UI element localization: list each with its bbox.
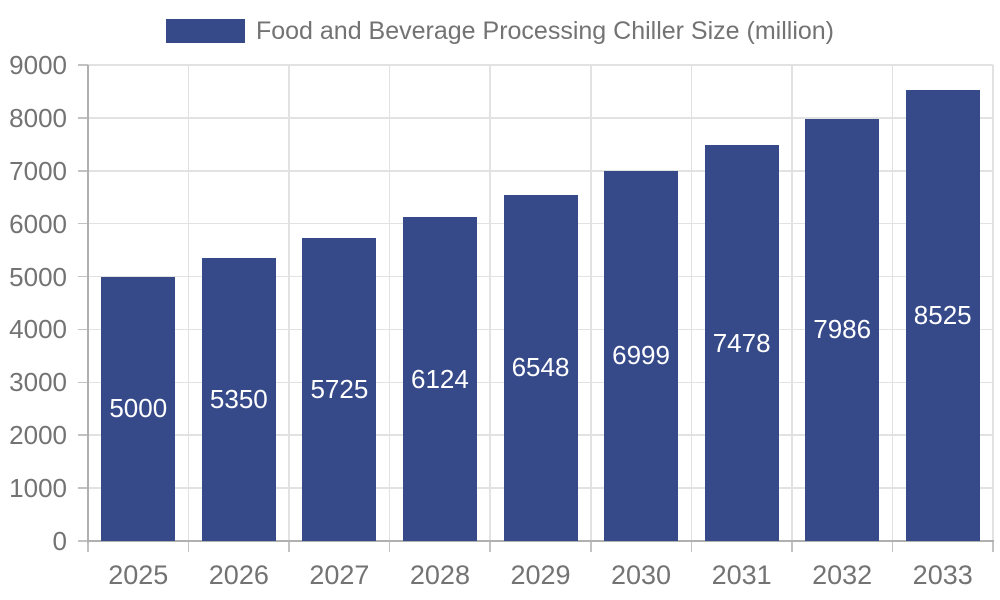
x-axis-tick (590, 542, 592, 552)
bar-value-label: 8525 (913, 300, 972, 331)
bar-value-label: 7986 (813, 314, 872, 345)
y-axis-tick-label: 5000 (9, 261, 67, 292)
x-axis-tick (187, 542, 190, 552)
y-axis-tick (78, 117, 88, 119)
bar: 5725 (302, 238, 377, 541)
x-gridline (791, 65, 793, 541)
x-axis-tick (992, 542, 994, 552)
y-axis-tick-label: 4000 (9, 314, 67, 345)
y-axis-tick (78, 540, 88, 542)
y-axis-tick-label: 7000 (9, 155, 67, 186)
legend-label: Food and Beverage Processing Chiller Siz… (255, 16, 835, 45)
bar: 6548 (503, 194, 578, 541)
x-gridline (288, 65, 290, 541)
bar-value-label: 5000 (109, 393, 168, 424)
y-axis-tick (78, 487, 88, 489)
x-axis-tick (388, 542, 391, 552)
y-axis-tick (78, 64, 88, 66)
y-axis-tick-label: 2000 (9, 420, 67, 451)
bar-value-label: 5725 (310, 374, 369, 405)
x-axis-tick-label: 2027 (309, 560, 370, 590)
legend-swatch-icon (165, 19, 245, 43)
x-gridline (187, 65, 190, 541)
x-gridline (388, 65, 391, 541)
x-gridline (992, 65, 994, 541)
x-gridline (891, 65, 894, 541)
y-gridline (88, 64, 993, 66)
bar-value-label: 6548 (511, 352, 570, 383)
bar: 6124 (402, 217, 477, 541)
bar: 7478 (704, 145, 779, 541)
y-axis-tick (78, 328, 88, 331)
y-axis-tick (78, 275, 88, 278)
bar-value-label: 6999 (612, 340, 670, 371)
bar-value-label: 7478 (712, 327, 771, 358)
x-axis-tick-label: 2028 (409, 560, 470, 590)
x-axis-tick-label: 2029 (510, 560, 571, 590)
bar: 5350 (201, 258, 276, 541)
x-gridline (489, 65, 491, 541)
bar: 5000 (101, 276, 176, 541)
bar: 7986 (805, 118, 880, 541)
x-axis-tick (690, 542, 693, 552)
bar-value-label: 6124 (411, 363, 469, 394)
y-axis-tick (78, 222, 88, 225)
x-axis-tick-label: 2031 (711, 560, 772, 590)
y-axis-tick (78, 381, 88, 384)
x-gridline (590, 65, 592, 541)
x-axis-tick-label: 2025 (108, 560, 169, 590)
bar: 8525 (905, 90, 980, 541)
legend-item[interactable]: Food and Beverage Processing Chiller Siz… (165, 16, 835, 46)
x-axis-line (86, 540, 994, 542)
bar: 6999 (604, 170, 679, 541)
x-axis-tick (489, 542, 491, 552)
y-axis-tick-label: 8000 (9, 102, 67, 133)
y-axis-tick-label: 6000 (9, 208, 67, 239)
y-axis-tick (78, 170, 88, 172)
x-axis-tick (87, 542, 89, 552)
y-axis-tick-label: 1000 (9, 473, 67, 504)
x-axis-tick-label: 2033 (912, 560, 973, 590)
y-axis-line (86, 65, 89, 543)
y-axis-tick-label: 0 (52, 526, 67, 556)
x-axis-tick (791, 542, 793, 552)
x-axis-tick-label: 2030 (611, 560, 672, 590)
x-axis-tick-label: 2026 (208, 560, 269, 590)
x-axis-tick (288, 542, 290, 552)
x-axis-tick-label: 2032 (812, 560, 873, 590)
bar-value-label: 5350 (209, 384, 268, 414)
y-gridline (88, 117, 993, 119)
x-axis-tick (891, 542, 894, 552)
y-axis-tick (78, 434, 88, 436)
legend: Food and Beverage Processing Chiller Siz… (0, 14, 1000, 48)
y-axis-tick-label: 3000 (9, 367, 67, 398)
y-gridline (88, 170, 993, 172)
x-gridline (690, 65, 693, 541)
y-axis-tick-label: 9000 (9, 50, 67, 80)
